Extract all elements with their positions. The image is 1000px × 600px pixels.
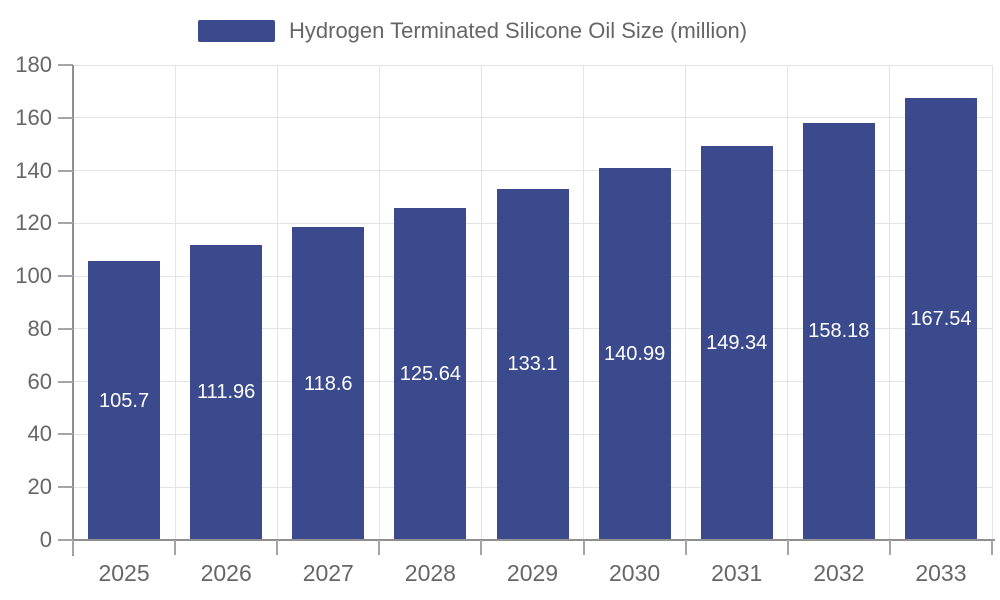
y-axis-label: 140 bbox=[15, 157, 52, 183]
y-axis-label: 0 bbox=[39, 527, 52, 552]
gridline-horizontal bbox=[73, 64, 992, 66]
gridline-vertical bbox=[480, 65, 482, 540]
x-axis-label: 2031 bbox=[711, 560, 763, 586]
y-axis-line bbox=[72, 65, 74, 556]
y-axis-tick bbox=[58, 64, 73, 66]
gridline-vertical bbox=[378, 65, 380, 540]
y-axis-tick bbox=[58, 433, 73, 436]
bar bbox=[700, 145, 773, 540]
gridline-vertical bbox=[685, 65, 687, 540]
x-axis-tick bbox=[72, 540, 74, 555]
x-axis-label: 2028 bbox=[404, 560, 456, 586]
bar bbox=[904, 97, 977, 540]
x-axis-label: 2025 bbox=[98, 560, 150, 586]
gridline-horizontal bbox=[73, 117, 992, 119]
bar bbox=[802, 122, 875, 540]
x-axis-label: 2030 bbox=[609, 560, 661, 586]
y-axis-label: 180 bbox=[15, 52, 52, 77]
bar bbox=[292, 227, 365, 540]
gridline-vertical bbox=[583, 65, 585, 540]
y-axis-tick bbox=[58, 116, 73, 119]
bar bbox=[496, 188, 569, 540]
x-axis-tick bbox=[378, 540, 381, 555]
y-axis-label: 160 bbox=[15, 104, 52, 130]
bar-value-label: 158.18 bbox=[808, 320, 870, 343]
gridline-vertical bbox=[889, 65, 891, 540]
bar bbox=[598, 167, 671, 540]
bar-value-label: 133.1 bbox=[507, 353, 558, 376]
x-axis-line bbox=[72, 539, 995, 541]
x-axis-label: 2029 bbox=[506, 560, 559, 586]
gridline-vertical bbox=[174, 65, 176, 540]
y-axis-tick bbox=[58, 222, 73, 225]
y-axis-label: 40 bbox=[27, 421, 52, 447]
gridline-vertical bbox=[991, 65, 993, 540]
x-axis-label: 2026 bbox=[200, 560, 252, 586]
y-axis-tick bbox=[58, 486, 73, 489]
bar bbox=[190, 244, 263, 540]
x-axis-tick bbox=[480, 540, 483, 555]
bar-value-label: 105.7 bbox=[99, 389, 150, 412]
y-axis-label: 100 bbox=[15, 263, 52, 289]
legend-item[interactable]: Hydrogen Terminated Silicone Oil Size (m… bbox=[198, 17, 747, 45]
y-axis-label: 120 bbox=[15, 210, 52, 236]
x-axis-tick bbox=[174, 540, 177, 555]
legend-swatch bbox=[198, 20, 275, 42]
gridline-horizontal bbox=[73, 170, 992, 172]
y-axis-tick bbox=[58, 380, 73, 383]
x-axis-label: 2032 bbox=[813, 560, 865, 586]
bar-value-label: 125.64 bbox=[399, 363, 461, 386]
bar-value-label: 140.99 bbox=[604, 342, 666, 365]
x-axis-tick bbox=[684, 540, 687, 555]
y-axis-tick bbox=[58, 169, 73, 172]
gridline-vertical bbox=[276, 65, 278, 540]
bar-value-label: 167.54 bbox=[910, 307, 972, 330]
bar-value-label: 149.34 bbox=[706, 331, 768, 354]
gridline-vertical bbox=[787, 65, 789, 540]
x-axis-tick bbox=[276, 540, 279, 555]
x-axis-label: 2033 bbox=[915, 560, 967, 586]
y-axis-label: 60 bbox=[27, 368, 52, 394]
x-axis-tick bbox=[582, 540, 585, 555]
bar-value-label: 111.96 bbox=[197, 381, 256, 404]
x-axis-tick bbox=[888, 540, 891, 555]
y-axis-label: 80 bbox=[27, 315, 52, 341]
y-axis-tick bbox=[58, 327, 73, 330]
bar bbox=[394, 208, 467, 540]
bar bbox=[88, 261, 161, 540]
y-axis-label: 20 bbox=[27, 474, 52, 500]
x-axis-tick bbox=[991, 540, 993, 555]
x-axis-label: 2027 bbox=[302, 560, 354, 586]
y-axis-tick bbox=[58, 539, 73, 541]
y-axis-tick bbox=[58, 275, 73, 278]
x-axis-tick bbox=[786, 540, 789, 555]
bar-value-label: 118.6 bbox=[303, 372, 353, 395]
legend-label: Hydrogen Terminated Silicone Oil Size (m… bbox=[289, 18, 748, 43]
